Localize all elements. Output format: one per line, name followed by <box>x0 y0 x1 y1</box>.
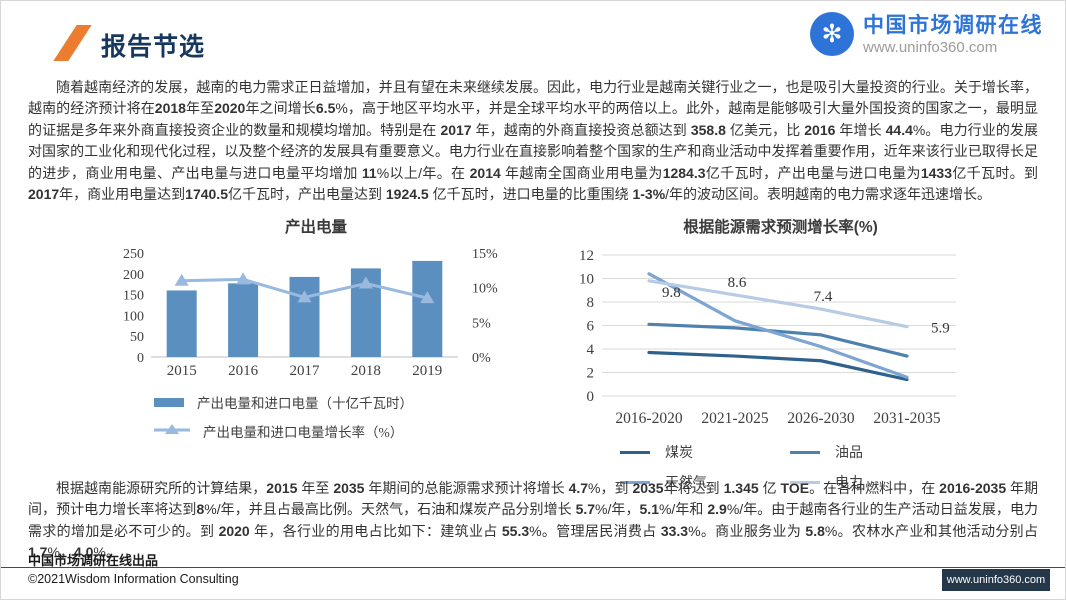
svg-text:150: 150 <box>123 289 144 304</box>
chart2-plot: 0 2 4 6 8 10 12 9.8 8.6 7.4 5.9 2016-2020 2021-2025 2… <box>558 235 1003 436</box>
snowflake-icon: ✻ <box>810 12 854 56</box>
svg-text:2016-2020: 2016-2020 <box>615 410 682 427</box>
footer-site-link[interactable]: www.uninfo360.com <box>942 569 1050 591</box>
chart2-legend: 煤炭 油品 天然气 电力 <box>620 442 1003 492</box>
line-swatch-icon <box>790 480 820 484</box>
copyright-text: ©2021Wisdom Information Consulting <box>28 572 239 586</box>
brand-name: 中国市场调研在线 <box>863 14 1043 37</box>
brand-logo: ✻ 中国市场调研在线 www.uninfo360.com <box>810 9 1043 56</box>
svg-text:0: 0 <box>137 351 144 366</box>
svg-text:9.8: 9.8 <box>662 285 681 301</box>
legend-label: 油品 <box>835 446 863 461</box>
svg-text:200: 200 <box>123 268 144 283</box>
legend-label: 天然气 <box>665 476 707 491</box>
svg-text:8.6: 8.6 <box>728 275 747 291</box>
chart2-svg: 0 2 4 6 8 10 12 9.8 8.6 7.4 5.9 2016-2020 2021-2025 2… <box>579 248 956 427</box>
legend-item-coal: 煤炭 <box>620 442 790 462</box>
chart1-svg: 0 50 100 150 200 250 0% 5% 10% 15% 2015 2016 2017 201… <box>123 247 498 379</box>
svg-text:5.9: 5.9 <box>931 321 950 337</box>
svg-text:5%: 5% <box>472 316 491 331</box>
svg-text:2021-2025: 2021-2025 <box>701 410 768 427</box>
svg-text:2017: 2017 <box>290 363 321 379</box>
svg-text:8: 8 <box>587 295 595 311</box>
legend-label: 产出电量和进口电量增长率（%） <box>203 425 404 440</box>
svg-text:12: 12 <box>579 248 594 264</box>
line-swatch-icon <box>790 450 820 454</box>
chart1-plot: 0 50 100 150 200 250 0% 5% 10% 15% 2015 2016 2017 201… <box>106 235 526 386</box>
page-title: 报告节选 <box>101 33 206 61</box>
svg-text:100: 100 <box>123 309 144 324</box>
legend-item-gas: 天然气 <box>620 472 790 492</box>
svg-text:2026-2030: 2026-2030 <box>787 410 854 427</box>
legend-label: 电力 <box>835 476 863 491</box>
bar-swatch-icon <box>154 397 184 407</box>
svg-text:15%: 15% <box>472 247 498 262</box>
svg-text:2015: 2015 <box>167 363 197 379</box>
brand-url-link[interactable]: www.uninfo360.com <box>863 39 998 56</box>
svg-text:50: 50 <box>130 330 144 345</box>
legend-item-electricity: 电力 <box>790 472 960 492</box>
svg-text:10%: 10% <box>472 282 498 297</box>
line-swatch-icon <box>620 480 650 484</box>
svg-text:2019: 2019 <box>412 363 442 379</box>
publisher-text: 中国市场调研在线出品 <box>28 553 159 568</box>
output-electricity-chart: 产出电量 0 50 100 150 200 250 0% 5% 10% 15% 2015 2016 20… <box>106 215 526 450</box>
legend-item-line-series: 产出电量和进口电量增长率（%） <box>154 421 526 441</box>
chart1-legend: 产出电量和进口电量（十亿千瓦时） 产出电量和进口电量增长率（%） <box>154 392 526 441</box>
svg-text:2031-2035: 2031-2035 <box>873 410 940 427</box>
svg-text:0%: 0% <box>472 351 491 366</box>
legend-item-bar-series: 产出电量和进口电量（十亿千瓦时） <box>154 392 526 412</box>
triangle-line-swatch-icon <box>154 422 190 440</box>
legend-item-oil: 油品 <box>790 442 960 462</box>
svg-text:10: 10 <box>579 272 594 288</box>
svg-text:2016: 2016 <box>228 363 259 379</box>
brand-text: 中国市场调研在线 www.uninfo360.com <box>863 9 1043 56</box>
paragraph-intro: 随着越南经济的发展，越南的电力需求正日益增加，并且有望在未来继续发展。因此，电力… <box>28 79 1039 203</box>
chart2-title: 根据能源需求预测增长率(%) <box>683 219 878 236</box>
svg-text:2: 2 <box>587 366 595 382</box>
svg-text:7.4: 7.4 <box>814 289 833 305</box>
svg-text:2018: 2018 <box>351 363 381 379</box>
line-swatch-icon <box>620 450 650 454</box>
legend-label: 产出电量和进口电量（十亿千瓦时） <box>197 396 413 411</box>
svg-text:6: 6 <box>587 319 595 335</box>
svg-text:4: 4 <box>587 342 595 358</box>
paragraph-energy-forecast: 根据越南能源研究所的计算结果，2015 年至 2035 年期间的总能源需求预计将… <box>28 480 1039 561</box>
svg-text:250: 250 <box>123 247 144 262</box>
legend-label: 煤炭 <box>665 446 693 461</box>
energy-demand-growth-chart: 根据能源需求预测增长率(%) 0 2 4 6 8 10 12 9.8 8.6 7.4 5.9 2016… <box>558 215 1003 492</box>
orange-slash-decoration <box>53 25 92 61</box>
chart1-title: 产出电量 <box>284 219 347 236</box>
svg-text:0: 0 <box>587 389 595 405</box>
footer-divider <box>1 567 1065 568</box>
